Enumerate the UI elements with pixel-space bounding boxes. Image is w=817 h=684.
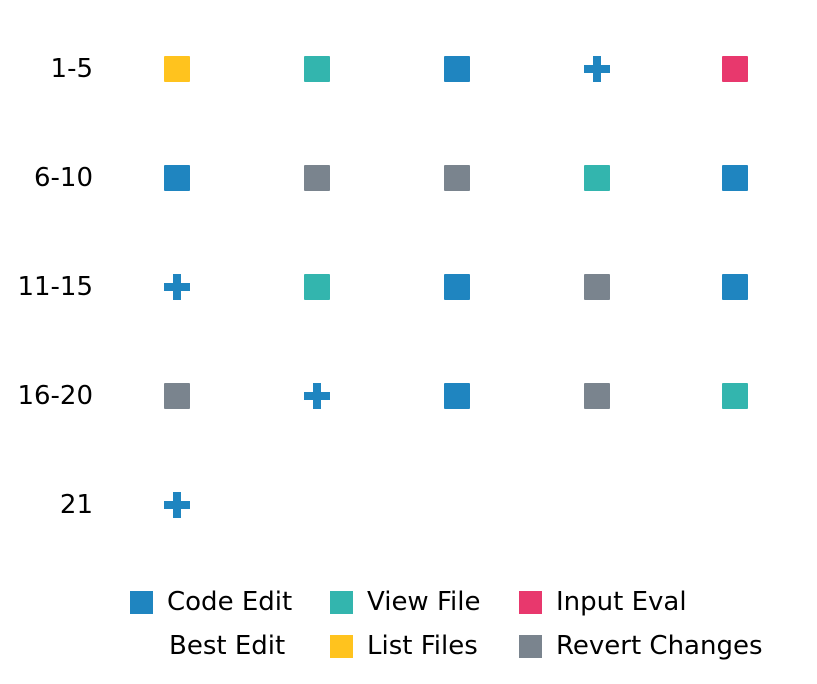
plus-marker-icon: [304, 383, 330, 409]
marker-11-15-col2-view-file: [304, 274, 330, 300]
marker-1-5-col4-best-edit: [584, 56, 610, 82]
row-label-6-10: 6-10: [33, 163, 93, 193]
row-label-11-15: 11-15: [17, 272, 93, 302]
marker-1-5-col1-list-files: [164, 56, 190, 82]
marker-16-20-col4-revert-changes: [584, 383, 610, 409]
legend-label: View File: [367, 587, 481, 617]
plus-marker-icon: [584, 56, 610, 82]
marker-6-10-col4-view-file: [584, 165, 610, 191]
legend-entry-list-files[interactable]: List Files: [330, 627, 478, 665]
legend-label: Code Edit: [167, 587, 293, 617]
marker-16-20-col3-code-edit: [444, 383, 470, 409]
legend-entry-revert-changes[interactable]: Revert Changes: [519, 627, 763, 665]
legend-entry-view-file[interactable]: View File: [330, 583, 480, 621]
marker-16-20-col5-view-file: [722, 383, 748, 409]
legend-label: List Files: [367, 631, 478, 661]
marker-11-15-col1-best-edit: [164, 274, 190, 300]
legend-label: Input Eval: [556, 587, 687, 617]
marker-21-col1-best-edit: [164, 492, 190, 518]
legend-square-marker-icon: [330, 634, 353, 658]
marker-16-20-col1-revert-changes: [164, 383, 190, 409]
legend-square-marker-icon: [130, 590, 153, 614]
legend-label: Best Edit: [169, 631, 286, 661]
marker-1-5-col3-code-edit: [444, 56, 470, 82]
legend-square-marker-icon: [330, 590, 353, 614]
legend-plus-marker-icon: [130, 634, 155, 659]
legend-entry-best-edit[interactable]: Best Edit: [130, 627, 285, 665]
chart-legend: Code Edit View File Input Eval Best Edit Lis…: [130, 583, 790, 675]
plus-vertical-bar: [172, 274, 182, 300]
marker-6-10-col1-code-edit: [164, 165, 190, 191]
plus-vertical-bar: [592, 56, 602, 82]
plus-vertical-bar: [312, 383, 322, 409]
marker-6-10-col2-revert-changes: [304, 165, 330, 191]
legend-label: Revert Changes: [556, 631, 763, 661]
marker-6-10-col5-code-edit: [722, 165, 748, 191]
row-label-21: 21: [59, 490, 93, 520]
marker-1-5-col2-view-file: [304, 56, 330, 82]
legend-entry-input-eval[interactable]: Input Eval: [519, 583, 687, 621]
row-label-16-20: 16-20: [17, 381, 93, 411]
plus-marker-icon: [164, 492, 190, 518]
action-grid-plot: 1-5 6-10 11-15 16-20 21: [17, 54, 748, 520]
marker-16-20-col2-best-edit: [304, 383, 330, 409]
legend-entry-code-edit[interactable]: Code Edit: [130, 583, 292, 621]
marker-11-15-col4-revert-changes: [584, 274, 610, 300]
marker-6-10-col3-revert-changes: [444, 165, 470, 191]
plus-vertical-bar: [172, 492, 182, 518]
legend-square-marker-icon: [519, 634, 542, 658]
legend-square-marker-icon: [519, 590, 542, 614]
marker-1-5-col5-input-eval: [722, 56, 748, 82]
plus-marker-icon: [164, 274, 190, 300]
marker-11-15-col3-code-edit: [444, 274, 470, 300]
row-label-1-5: 1-5: [50, 54, 93, 84]
marker-11-15-col5-code-edit: [722, 274, 748, 300]
